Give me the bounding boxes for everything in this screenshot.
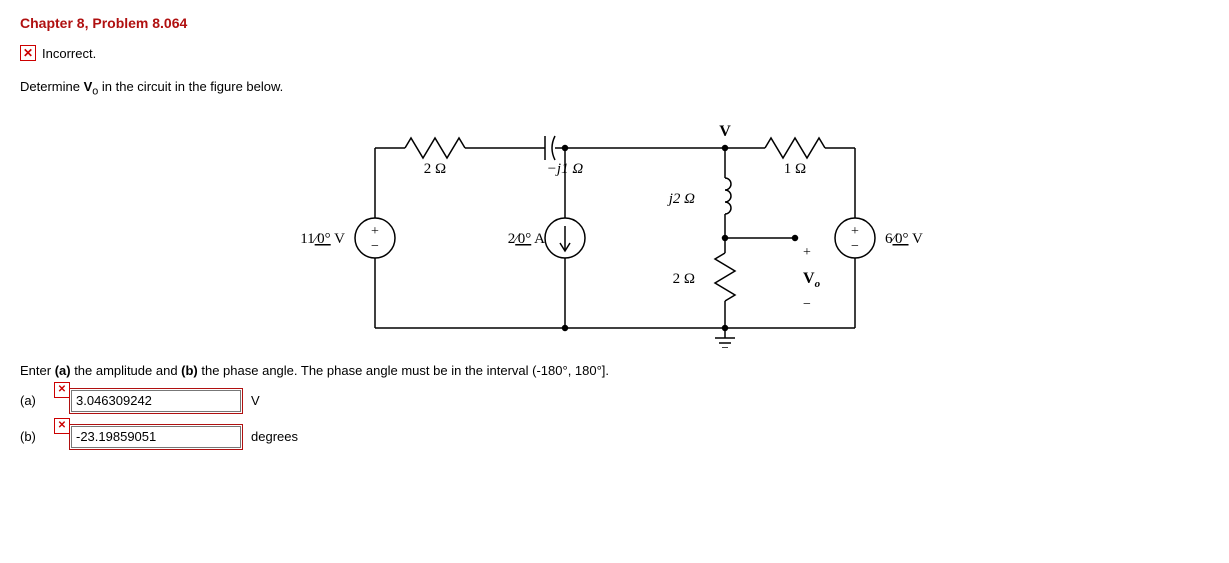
answer-a-label: (a): [20, 393, 48, 408]
label-src-mid: 2∕0° A: [507, 231, 544, 247]
problem-prompt: Determine Vo in the circuit in the figur…: [20, 79, 1209, 98]
prompt-var: V: [84, 79, 93, 94]
svg-text:−: −: [851, 239, 859, 254]
status-row: ✕ Incorrect.: [20, 45, 1209, 61]
prompt-post: in the circuit in the figure below.: [98, 79, 283, 94]
label-src-right: 6∕0° V: [885, 231, 923, 247]
label-inductor: j2 Ω: [666, 191, 694, 207]
instr-b: (b): [181, 363, 198, 378]
svg-text:+: +: [371, 224, 379, 239]
prompt-pre: Determine: [20, 79, 84, 94]
instr-mid2: the phase angle. The phase angle must be…: [198, 363, 609, 378]
instr-mid1: the amplitude and: [71, 363, 182, 378]
answer-b-row: (b) ✕ degrees: [20, 426, 1209, 448]
chapter-title: Chapter 8, Problem 8.064: [20, 15, 1209, 31]
label-r-2ohm-top: 2 Ω: [423, 161, 445, 177]
label-r-2ohm-mid: 2 Ω: [672, 271, 694, 287]
answer-a-unit: V: [251, 393, 260, 408]
answer-b-input[interactable]: [71, 426, 241, 448]
answer-a-input[interactable]: [71, 390, 241, 412]
answer-instruction: Enter (a) the amplitude and (b) the phas…: [20, 363, 1209, 378]
label-r-1ohm: 1 Ω: [783, 161, 805, 177]
svg-text:−: −: [371, 239, 379, 254]
answer-a-row: (a) ✕ V: [20, 390, 1209, 412]
label-node-v: V: [719, 123, 731, 140]
instr-pre: Enter: [20, 363, 55, 378]
answer-b-unit: degrees: [251, 429, 298, 444]
svg-text:+: +: [851, 224, 859, 239]
circuit-diagram: + − + − + − 2 Ω −j1 Ω 1 Ω j2 Ω 2 Ω V 11∕…: [275, 108, 955, 348]
label-cap: −j1 Ω: [546, 161, 583, 177]
vo-minus: −: [803, 297, 811, 312]
instr-a: (a): [55, 363, 71, 378]
incorrect-icon: ✕: [54, 382, 70, 398]
label-src-left: 11∕0° V: [300, 231, 345, 247]
label-vo: Vo: [803, 270, 821, 290]
incorrect-icon: ✕: [20, 45, 36, 61]
vo-plus: +: [803, 245, 811, 260]
answer-b-label: (b): [20, 429, 48, 444]
status-text: Incorrect.: [42, 46, 96, 61]
incorrect-icon: ✕: [54, 418, 70, 434]
